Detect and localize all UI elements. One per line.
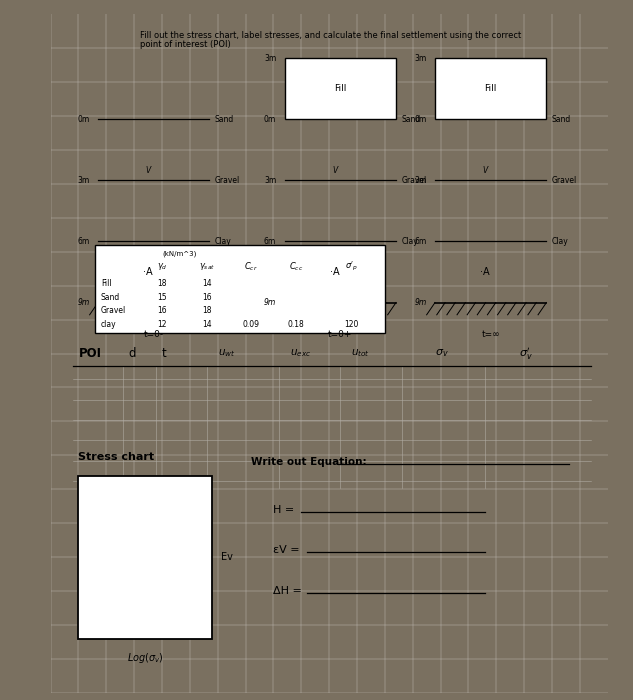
- Text: 15: 15: [157, 293, 167, 302]
- Text: 9m: 9m: [264, 298, 276, 307]
- Text: Sand: Sand: [401, 115, 421, 124]
- Text: 16: 16: [202, 293, 211, 302]
- Text: Sand: Sand: [215, 115, 234, 124]
- Text: V: V: [146, 166, 151, 175]
- Text: $\gamma_d$: $\gamma_d$: [157, 261, 167, 272]
- Text: Fill out the stress chart, label stresses, and calculate the final settlement us: Fill out the stress chart, label stresse…: [140, 31, 521, 40]
- Text: $Log(\sigma_v)$: $Log(\sigma_v)$: [127, 651, 164, 665]
- Text: V: V: [332, 166, 337, 175]
- Text: $u_{tot}$: $u_{tot}$: [351, 348, 370, 359]
- Text: 9m: 9m: [77, 298, 90, 307]
- Text: 12: 12: [157, 320, 167, 329]
- Text: t: t: [162, 347, 167, 360]
- Text: $\sigma_v$: $\sigma_v$: [435, 348, 449, 359]
- Text: clay: clay: [101, 320, 116, 329]
- Text: Ev: Ev: [220, 552, 232, 562]
- Text: Stress chart: Stress chart: [78, 452, 154, 462]
- Text: Fill: Fill: [101, 279, 111, 288]
- Text: 0m: 0m: [77, 115, 90, 124]
- Text: Fill: Fill: [484, 84, 497, 93]
- Text: 3m: 3m: [264, 176, 276, 185]
- Text: Gravel: Gravel: [101, 306, 126, 315]
- Text: 9m: 9m: [415, 298, 427, 307]
- Text: 3m: 3m: [415, 176, 427, 185]
- Text: 0m: 0m: [415, 115, 427, 124]
- Text: $\sigma'_p$: $\sigma'_p$: [345, 260, 358, 273]
- Text: H =: H =: [273, 505, 295, 514]
- Text: POI: POI: [78, 347, 101, 360]
- Text: $\gamma_{sat}$: $\gamma_{sat}$: [199, 261, 215, 272]
- Bar: [285, 58, 396, 119]
- Text: 0.09: 0.09: [242, 320, 260, 329]
- Text: $C_{cr}$: $C_{cr}$: [244, 260, 258, 273]
- Text: 3m: 3m: [77, 176, 90, 185]
- Text: 0m: 0m: [264, 115, 276, 124]
- Text: 18: 18: [202, 306, 211, 315]
- Text: Clay: Clay: [552, 237, 568, 246]
- Text: Fill: Fill: [334, 84, 346, 93]
- Text: 6m: 6m: [77, 237, 90, 246]
- Text: ·A: ·A: [143, 267, 153, 277]
- Bar: [435, 58, 546, 119]
- Text: Gravel: Gravel: [552, 176, 577, 185]
- Text: t=0-: t=0-: [144, 330, 164, 339]
- Text: 14: 14: [202, 320, 211, 329]
- Text: Gravel: Gravel: [401, 176, 427, 185]
- Text: t=∞: t=∞: [481, 330, 500, 339]
- Text: $C_{cc}$: $C_{cc}$: [289, 260, 303, 273]
- Text: 14: 14: [202, 279, 211, 288]
- Bar: [95, 245, 385, 333]
- Text: $u_{exc}$: $u_{exc}$: [290, 348, 311, 359]
- Text: Clay: Clay: [401, 237, 418, 246]
- Text: 18: 18: [157, 279, 167, 288]
- Text: Sand: Sand: [101, 293, 120, 302]
- Text: $u_{wt}$: $u_{wt}$: [218, 348, 235, 359]
- Text: ·A: ·A: [330, 267, 339, 277]
- Text: point of interest (POI): point of interest (POI): [140, 40, 230, 49]
- Bar: [78, 476, 212, 638]
- Text: 120: 120: [344, 320, 359, 329]
- Text: d: d: [128, 347, 136, 360]
- Text: εV =: εV =: [273, 545, 300, 555]
- Text: 16: 16: [157, 306, 167, 315]
- Text: Write out Equation:: Write out Equation:: [251, 457, 367, 467]
- Text: 3m: 3m: [264, 54, 276, 62]
- Text: Sand: Sand: [552, 115, 571, 124]
- Text: ΔH =: ΔH =: [273, 586, 303, 596]
- Text: (kN/m^3): (kN/m^3): [162, 251, 196, 257]
- Text: ·A: ·A: [480, 267, 490, 277]
- Text: Clay: Clay: [215, 237, 232, 246]
- Text: $\sigma_v'$: $\sigma_v'$: [518, 346, 532, 361]
- Text: 3m: 3m: [415, 54, 427, 62]
- Text: 6m: 6m: [415, 237, 427, 246]
- Text: V: V: [482, 166, 488, 175]
- Text: Gravel: Gravel: [215, 176, 240, 185]
- Text: 6m: 6m: [264, 237, 276, 246]
- Text: 0.18: 0.18: [287, 320, 304, 329]
- Text: t=0+: t=0+: [328, 330, 353, 339]
